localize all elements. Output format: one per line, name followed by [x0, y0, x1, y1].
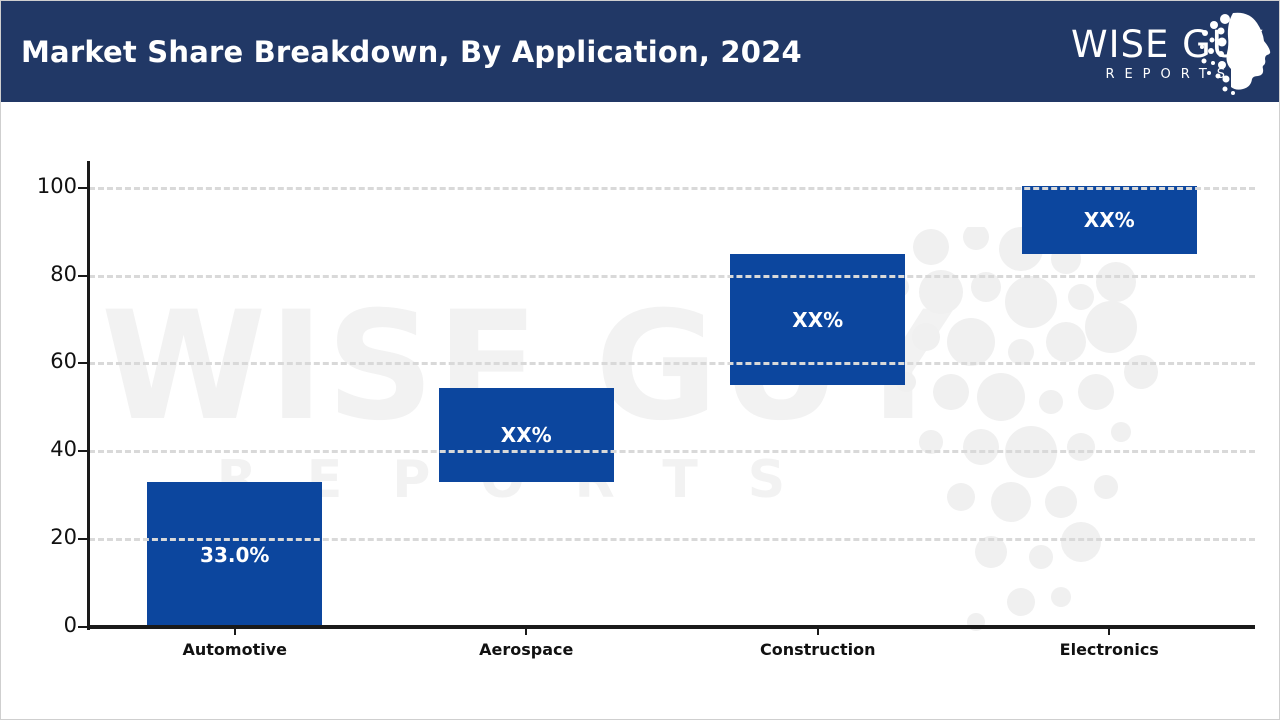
y-tick-mark — [78, 362, 87, 365]
y-tick-label: 100 — [36, 173, 77, 198]
y-tick-label: 80 — [50, 261, 77, 286]
x-tick-mark — [1108, 629, 1111, 635]
header: Market Share Breakdown, By Application, … — [1, 1, 1279, 102]
bar-automotive: 33.0% — [147, 482, 323, 627]
gridline-80 — [89, 274, 1255, 278]
y-tick-mark — [78, 450, 87, 453]
bar-aerospace: XX% — [438, 387, 614, 483]
y-tick-label: 0 — [63, 613, 77, 637]
bar-value-label: XX% — [1083, 208, 1135, 233]
bar-value-label: XX% — [500, 422, 552, 447]
x-category-label: Construction — [759, 640, 876, 659]
y-tick-mark — [78, 538, 87, 541]
y-tick-mark — [78, 274, 87, 277]
y-tick-mark — [78, 626, 87, 628]
logo-face-icon — [1200, 12, 1271, 95]
gridline-40 — [89, 450, 1255, 454]
x-category-label: Automotive — [182, 640, 288, 659]
y-axis-line — [87, 161, 90, 630]
x-tick-mark — [525, 629, 528, 635]
page-title: Market Share Breakdown, By Application, … — [21, 34, 802, 69]
wise-guy-logo: WISE GUY REPORTS — [1033, 7, 1273, 97]
bar-value-label: XX% — [792, 307, 844, 332]
watermark-head-icon — [883, 227, 1158, 631]
x-tick-mark — [816, 629, 819, 635]
gridline-100 — [89, 186, 1255, 190]
y-tick-label: 40 — [50, 437, 77, 462]
y-tick-label: 20 — [50, 525, 77, 550]
bar-electronics: XX% — [1021, 186, 1197, 254]
bar-construction: XX% — [730, 253, 906, 386]
bar-value-label: 33.0% — [200, 542, 270, 567]
logo-subtitle: REPORTS — [1105, 67, 1236, 82]
x-axis-line — [87, 625, 1255, 629]
gridline-20 — [89, 538, 1255, 542]
x-tick-mark — [233, 629, 236, 635]
x-category-label: Aerospace — [479, 640, 574, 659]
gridline-60 — [89, 362, 1255, 366]
x-category-label: Electronics — [1059, 640, 1159, 659]
y-tick-label: 60 — [50, 349, 77, 374]
y-tick-mark — [78, 186, 87, 189]
